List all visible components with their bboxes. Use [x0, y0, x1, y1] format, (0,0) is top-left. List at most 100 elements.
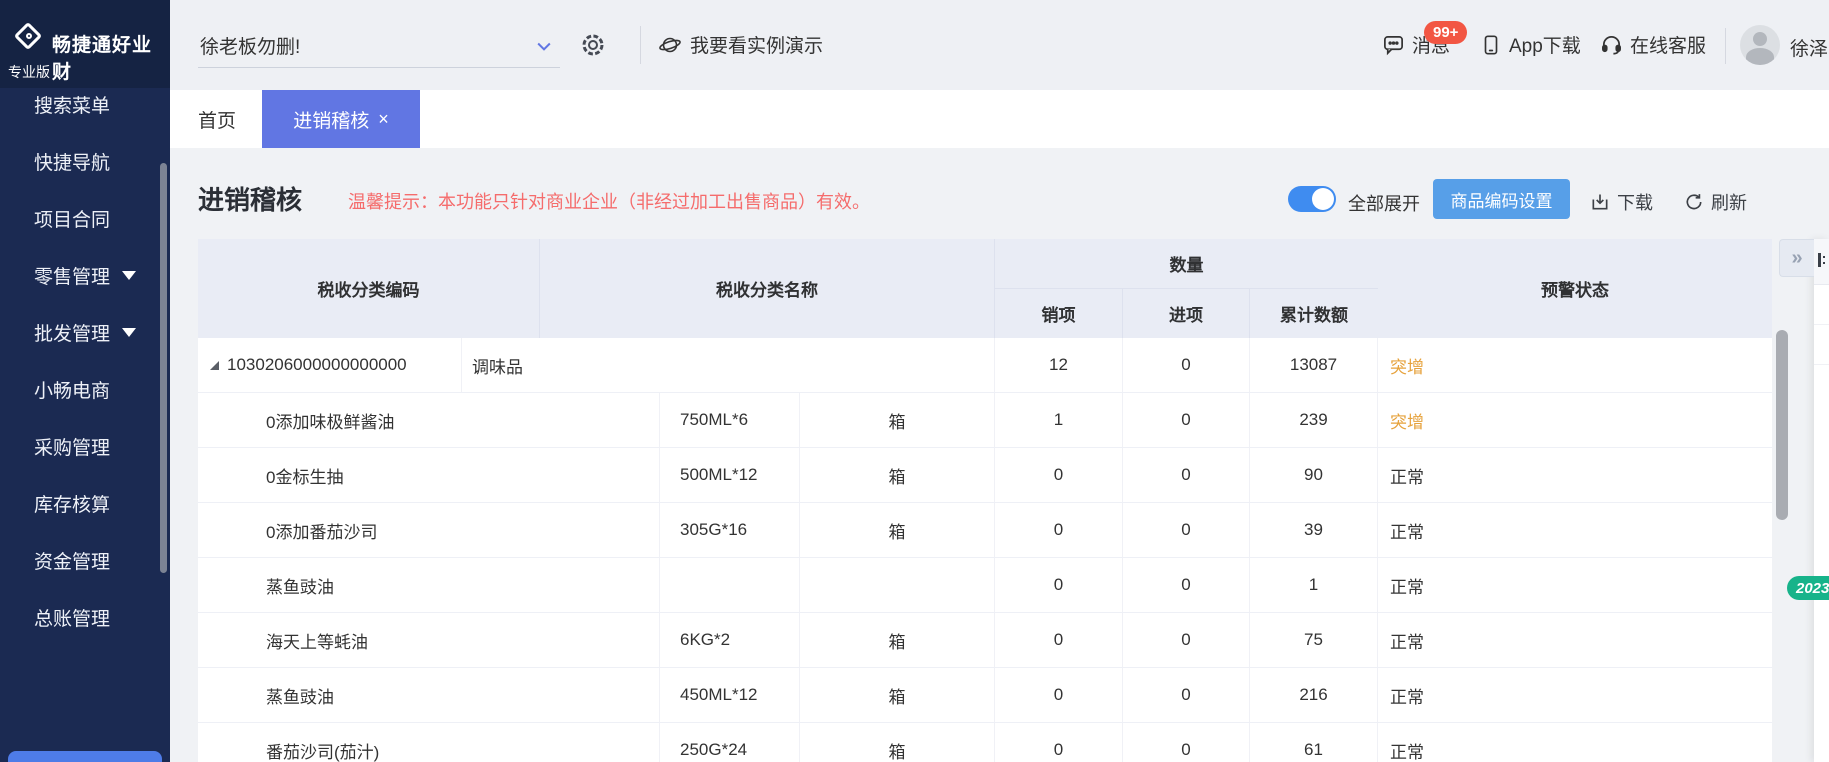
- expand-all-toggle[interactable]: [1288, 186, 1336, 212]
- product-unit: 箱: [800, 613, 995, 667]
- product-name: 蒸鱼豉油: [198, 668, 660, 722]
- org-selector[interactable]: 徐老板勿删!: [198, 24, 560, 68]
- sidebar-item[interactable]: 项目合同: [0, 190, 170, 247]
- tax-name: 调味品: [462, 338, 995, 392]
- status-badge: 正常: [1390, 632, 1424, 652]
- product-spec: 450ML*12: [660, 668, 800, 722]
- username[interactable]: 徐泽: [1790, 39, 1829, 60]
- panel-collapse-button[interactable]: »: [1779, 239, 1814, 277]
- col-header-total[interactable]: 累计数额: [1280, 306, 1348, 325]
- purchase-qty: 0: [1123, 503, 1250, 557]
- product-unit: 箱: [800, 393, 995, 447]
- avatar[interactable]: [1740, 25, 1780, 65]
- tab-bar: 首页 进销稽核 ×: [170, 90, 1829, 148]
- sidebar-item-label: 采购管理: [34, 438, 111, 459]
- chevron-down-icon: [534, 36, 554, 56]
- right-panel-row-fragment[interactable]: [1814, 325, 1829, 365]
- sidebar-item-label: 库存核算: [34, 495, 111, 516]
- sidebar-bottom-button[interactable]: [8, 751, 162, 762]
- total-qty: 39: [1250, 503, 1378, 557]
- sidebar-item[interactable]: 采购管理: [0, 418, 170, 475]
- sidebar-item[interactable]: 搜索菜单: [0, 76, 170, 133]
- main-scrollbar[interactable]: [1776, 330, 1788, 520]
- product-spec: [660, 558, 800, 612]
- col-header-purchase[interactable]: 进项: [1123, 289, 1250, 338]
- tab-active-label: 进销稽核: [293, 110, 370, 132]
- brand-edition: 专业版: [8, 64, 50, 80]
- col-header-qty-group[interactable]: 数量: [995, 239, 1378, 289]
- product-spec: 305G*16: [660, 503, 800, 557]
- status-badge: 正常: [1390, 577, 1424, 597]
- status-badge: 正常: [1390, 687, 1424, 707]
- col-header-sale[interactable]: 销项: [995, 289, 1123, 338]
- sidebar-scrollbar[interactable]: [160, 163, 167, 573]
- table-row[interactable]: 0添加番茄沙司 305G*16 箱 0 0 39 正常: [198, 503, 1772, 558]
- refresh-button[interactable]: 刷新: [1684, 189, 1747, 215]
- caret-down-icon: [122, 271, 137, 280]
- product-name: 0添加味极鲜酱油: [198, 393, 660, 447]
- table-row[interactable]: 蒸鱼豉油 450ML*12 箱 0 0 216 正常: [198, 668, 1772, 723]
- refresh-label: 刷新: [1711, 193, 1747, 213]
- sale-qty: 0: [995, 668, 1123, 722]
- close-icon[interactable]: ×: [378, 109, 389, 129]
- sidebar-item-label: 资金管理: [34, 552, 111, 573]
- tax-code: 1030206000000000000: [227, 355, 407, 374]
- tab-active[interactable]: 进销稽核 ×: [262, 90, 420, 148]
- audit-table: 税收分类编码 税收分类名称 数量 销项 进项 累计数额 预警状态 1030206…: [198, 239, 1772, 762]
- download-icon: [1590, 192, 1610, 212]
- col-header-status[interactable]: 预警状态: [1541, 281, 1609, 300]
- total-qty: 1: [1250, 558, 1378, 612]
- col-header-code[interactable]: 税收分类编码: [198, 239, 540, 338]
- sidebar-nav: 搜索菜单 快捷导航 项目合同 零售管理 批发管理 小畅电商: [0, 76, 170, 646]
- total-qty: 90: [1250, 448, 1378, 502]
- sidebar-item[interactable]: 小畅电商: [0, 361, 170, 418]
- product-unit: 箱: [800, 668, 995, 722]
- sidebar-item[interactable]: 库存核算: [0, 475, 170, 532]
- product-unit: 箱: [800, 448, 995, 502]
- sidebar-item[interactable]: 总账管理: [0, 589, 170, 646]
- brand-name: 畅捷通好业财: [52, 35, 153, 83]
- topbar: 徐老板勿删! 我要看实例演示: [170, 0, 1829, 90]
- sidebar-item[interactable]: 资金管理: [0, 532, 170, 589]
- product-unit: 箱: [800, 723, 995, 762]
- app-download-button[interactable]: App下载: [1480, 31, 1581, 58]
- sidebar-item-label: 小畅电商: [34, 381, 111, 402]
- table-row[interactable]: 蒸鱼豉油 0 0 1 正常: [198, 558, 1772, 613]
- sidebar-item-label: 批发管理: [34, 324, 111, 345]
- col-header-name[interactable]: 税收分类名称: [540, 239, 995, 338]
- product-name: 海天上等蚝油: [198, 613, 660, 667]
- download-button[interactable]: 下载: [1590, 189, 1653, 215]
- online-service-button[interactable]: 在线客服: [1600, 31, 1706, 58]
- table-row-parent[interactable]: 1030206000000000000 调味品 12 0 13087 突增: [198, 338, 1772, 393]
- sidebar-item[interactable]: 零售管理: [0, 247, 170, 304]
- tab-home[interactable]: 首页: [198, 110, 237, 132]
- refresh-icon: [1684, 192, 1704, 212]
- purchase-qty: 0: [1123, 448, 1250, 502]
- product-spec: 500ML*12: [660, 448, 800, 502]
- online-service-label: 在线客服: [1630, 36, 1707, 57]
- table-row[interactable]: 0金标生抽 500ML*12 箱 0 0 90 正常: [198, 448, 1772, 503]
- page-title: 进销稽核: [198, 185, 303, 215]
- sale-qty: 0: [995, 558, 1123, 612]
- code-settings-button[interactable]: 商品编码设置: [1433, 179, 1570, 219]
- table-row[interactable]: 海天上等蚝油 6KG*2 箱 0 0 75 正常: [198, 613, 1772, 668]
- purchase-qty: 0: [1123, 558, 1250, 612]
- sale-qty: 0: [995, 503, 1123, 557]
- right-panel-row-fragment[interactable]: [1814, 285, 1829, 325]
- purchase-qty: 0: [1123, 338, 1250, 392]
- sidebar-item[interactable]: 快捷导航: [0, 133, 170, 190]
- product-name: 0添加番茄沙司: [198, 503, 660, 557]
- product-spec: 6KG*2: [660, 613, 800, 667]
- sidebar-item[interactable]: 批发管理: [0, 304, 170, 361]
- gear-icon[interactable]: [580, 32, 606, 58]
- table-row[interactable]: 0添加味极鲜酱油 750ML*6 箱 1 0 239 突增: [198, 393, 1772, 448]
- total-qty: 61: [1250, 723, 1378, 762]
- messages-count-badge: 99+: [1424, 21, 1468, 44]
- product-unit: 箱: [800, 503, 995, 557]
- app-download-label: App下载: [1509, 36, 1581, 57]
- demo-link[interactable]: 我要看实例演示: [658, 31, 823, 58]
- expand-caret-icon[interactable]: [210, 360, 219, 370]
- product-unit: [800, 558, 995, 612]
- table-row[interactable]: 番茄沙司(茄汁) 250G*24 箱 0 0 61 正常: [198, 723, 1772, 762]
